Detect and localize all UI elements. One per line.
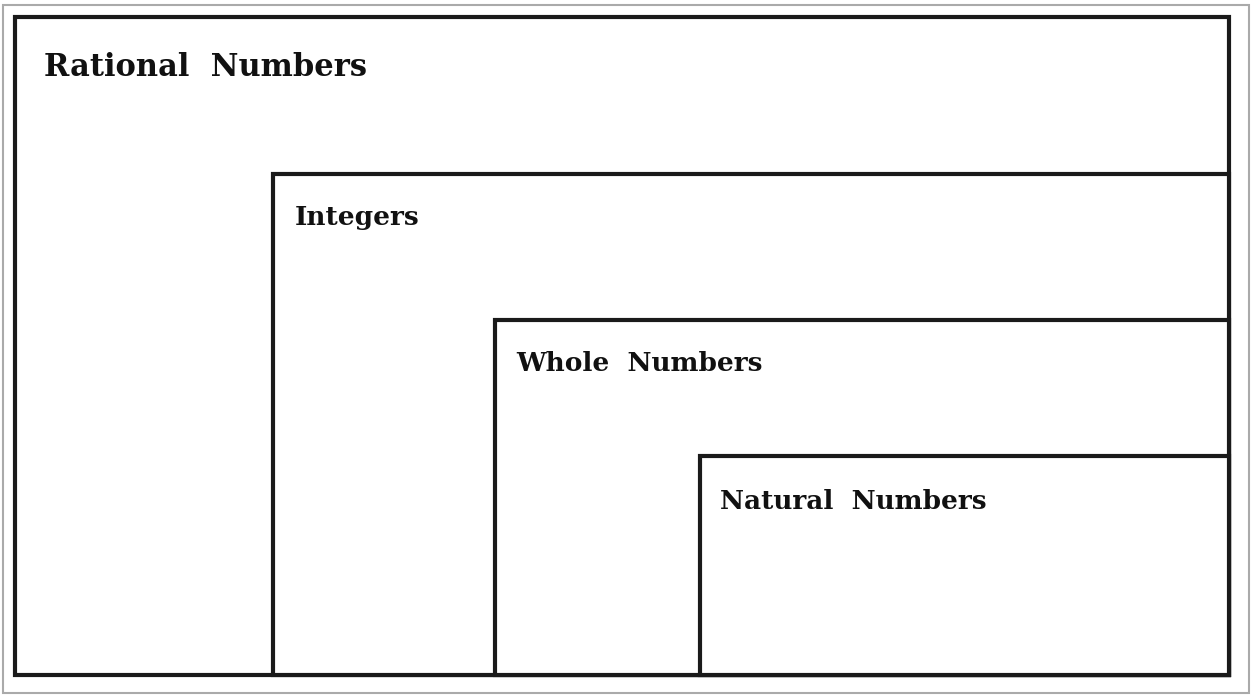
Text: Rational  Numbers: Rational Numbers bbox=[44, 52, 367, 84]
Text: Natural  Numbers: Natural Numbers bbox=[720, 489, 987, 514]
FancyBboxPatch shape bbox=[495, 320, 1229, 675]
FancyBboxPatch shape bbox=[15, 17, 1229, 675]
Text: Whole  Numbers: Whole Numbers bbox=[517, 351, 764, 377]
FancyBboxPatch shape bbox=[700, 456, 1229, 675]
Text: Integers: Integers bbox=[295, 205, 419, 230]
FancyBboxPatch shape bbox=[273, 174, 1229, 675]
